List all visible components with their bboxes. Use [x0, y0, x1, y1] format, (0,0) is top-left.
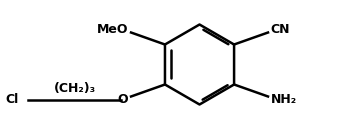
Text: (CH₂)₃: (CH₂)₃ — [53, 82, 96, 95]
Text: CN: CN — [271, 23, 290, 36]
Text: NH₂: NH₂ — [271, 93, 297, 106]
Text: O: O — [117, 93, 128, 106]
Text: Cl: Cl — [6, 93, 19, 106]
Text: MeO: MeO — [97, 23, 128, 36]
